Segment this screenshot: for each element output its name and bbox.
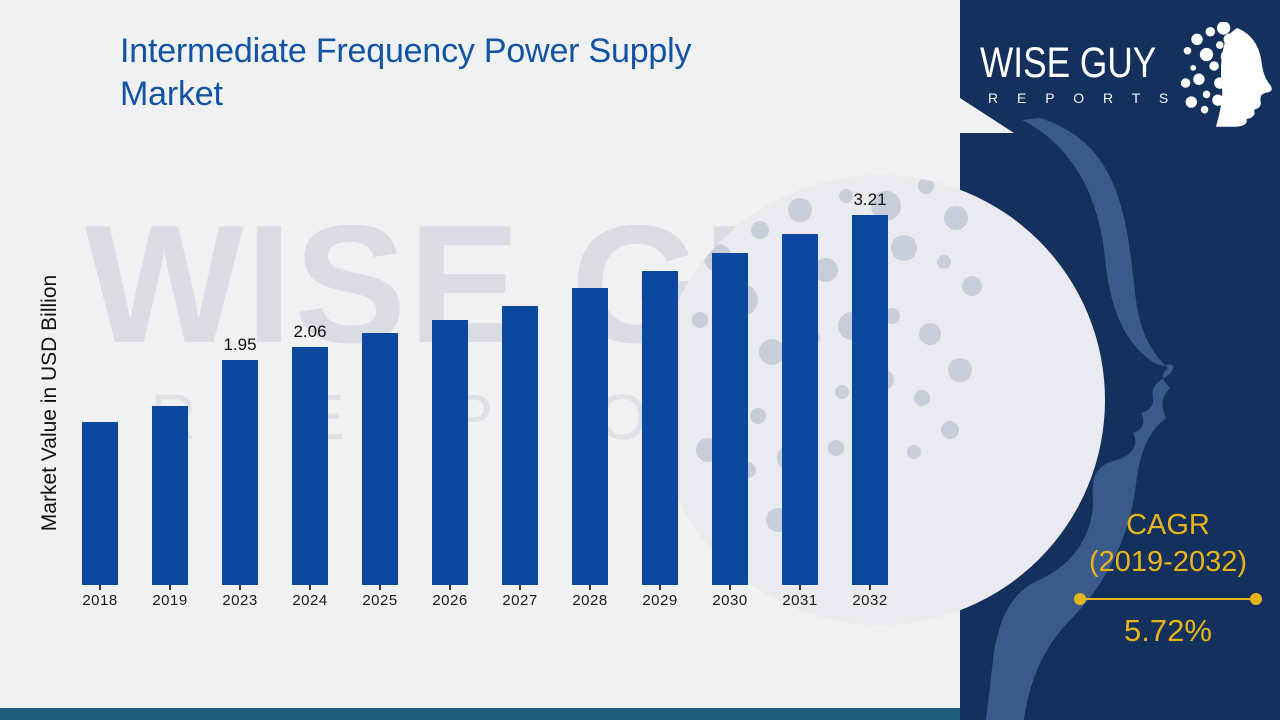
bar-2025 bbox=[362, 333, 398, 585]
bar-2029 bbox=[642, 271, 678, 585]
bar-2019 bbox=[152, 406, 188, 585]
page-title: Intermediate Frequency Power Supply Mark… bbox=[120, 30, 692, 116]
x-axis-label-2025: 2025 bbox=[362, 592, 398, 609]
x-axis-label-2031: 2031 bbox=[782, 592, 818, 609]
x-axis-label-2018: 2018 bbox=[82, 592, 118, 609]
x-axis-tick bbox=[309, 585, 311, 590]
x-axis-tick bbox=[729, 585, 731, 590]
bar-2023 bbox=[222, 360, 258, 585]
x-axis-label-2029: 2029 bbox=[642, 592, 678, 609]
bar-2028 bbox=[572, 288, 608, 585]
x-axis-tick bbox=[519, 585, 521, 590]
x-axis-tick bbox=[169, 585, 171, 590]
bar-2026 bbox=[432, 320, 468, 585]
x-axis-tick bbox=[99, 585, 101, 590]
bar-value-label-2024: 2.06 bbox=[293, 322, 327, 341]
x-axis-label-2023: 2023 bbox=[222, 592, 258, 609]
bar-2027 bbox=[502, 306, 538, 585]
bar-2031 bbox=[782, 234, 818, 585]
bar-2032 bbox=[852, 215, 888, 585]
x-axis-tick bbox=[239, 585, 241, 590]
x-axis-label-2028: 2028 bbox=[572, 592, 608, 609]
page-title-line2: Market bbox=[120, 75, 223, 113]
bar-2024 bbox=[292, 347, 328, 585]
page-title-line1: Intermediate Frequency Power Supply bbox=[120, 32, 692, 70]
x-axis-label-2024: 2024 bbox=[292, 592, 328, 609]
bar-value-label-2032: 3.21 bbox=[853, 190, 887, 209]
x-axis-label-2026: 2026 bbox=[432, 592, 468, 609]
x-axis-label-2019: 2019 bbox=[152, 592, 188, 609]
x-axis-label-2027: 2027 bbox=[502, 592, 538, 609]
x-axis-tick bbox=[799, 585, 801, 590]
x-axis-tick bbox=[659, 585, 661, 590]
bar-2030 bbox=[712, 253, 748, 585]
x-axis-tick bbox=[449, 585, 451, 590]
bar-2018 bbox=[82, 422, 118, 585]
x-axis-tick bbox=[869, 585, 871, 590]
x-axis-label-2032: 2032 bbox=[852, 592, 888, 609]
x-axis-tick bbox=[379, 585, 381, 590]
x-axis-label-2030: 2030 bbox=[712, 592, 748, 609]
x-axis-tick bbox=[589, 585, 591, 590]
bar-value-label-2023: 1.95 bbox=[223, 335, 257, 354]
bottom-accent-strip bbox=[0, 708, 960, 720]
